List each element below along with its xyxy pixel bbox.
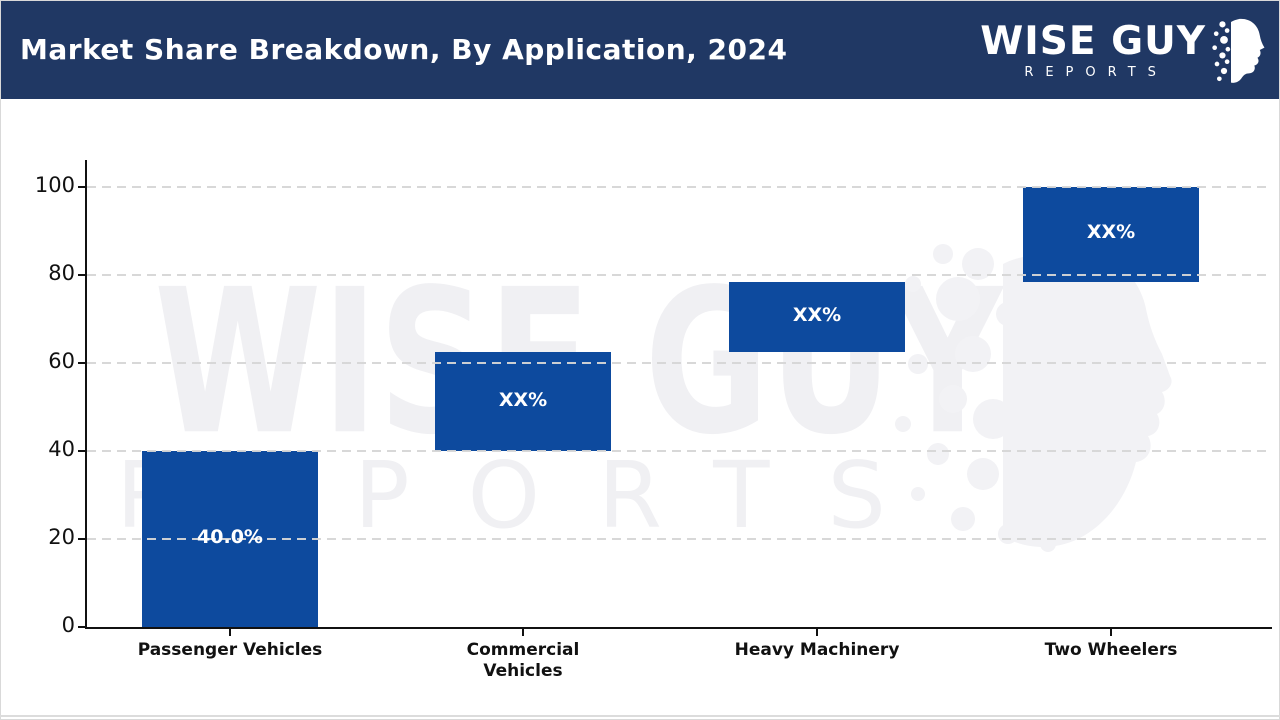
header-bar: Market Share Breakdown, By Application, …	[0, 0, 1280, 99]
logo-head-icon	[1212, 18, 1265, 83]
bar-segment	[1023, 187, 1199, 282]
y-axis-tick-label: 60	[48, 349, 75, 373]
page-title: Market Share Breakdown, By Application, …	[20, 33, 788, 66]
brand-logo: WISE GUY REPORTS	[980, 6, 1266, 94]
y-tick-mark	[78, 186, 87, 188]
y-axis-tick-label: 40	[48, 437, 75, 461]
x-tick-mark	[229, 629, 231, 636]
x-tick-mark	[816, 629, 818, 636]
grid-line	[87, 362, 1272, 364]
bar-value-label: XX%	[1086, 221, 1136, 244]
y-tick-mark	[78, 626, 87, 628]
y-axis-tick-label: 80	[48, 261, 75, 285]
x-category-label: Two Wheelers	[1044, 640, 1178, 660]
x-category-label: Passenger Vehicles	[137, 640, 323, 660]
y-axis-line	[85, 160, 87, 629]
y-tick-mark	[78, 538, 87, 540]
grid-line	[87, 274, 1272, 276]
y-tick-mark	[78, 450, 87, 452]
bar-segment	[729, 281, 905, 352]
y-axis-tick-label: 20	[48, 525, 75, 549]
bar-value-label: XX%	[792, 303, 842, 326]
x-category-label: Heavy Machinery	[734, 640, 900, 660]
grid-line	[87, 450, 1272, 452]
x-axis-line	[85, 627, 1272, 629]
logo-wordmark: WISE GUY REPORTS	[980, 18, 1206, 80]
y-tick-mark	[78, 274, 87, 276]
bar-segment	[435, 352, 611, 451]
x-tick-mark	[522, 629, 524, 636]
y-axis-tick-label: 0	[61, 613, 75, 637]
y-tick-mark	[78, 362, 87, 364]
x-tick-mark	[1110, 629, 1112, 636]
logo-wordmark-text: WISE GUY	[980, 18, 1206, 64]
bar-value-label: XX%	[498, 388, 548, 411]
grid-line	[87, 538, 1272, 540]
grid-line	[87, 186, 1272, 188]
x-category-label: Commercial Vehicles	[466, 640, 580, 681]
y-axis-tick-label: 100	[34, 173, 75, 197]
footer-rule	[0, 715, 1280, 717]
logo-subtitle-text: REPORTS	[1024, 64, 1168, 80]
bar-value-label: 40.0%	[197, 526, 263, 548]
